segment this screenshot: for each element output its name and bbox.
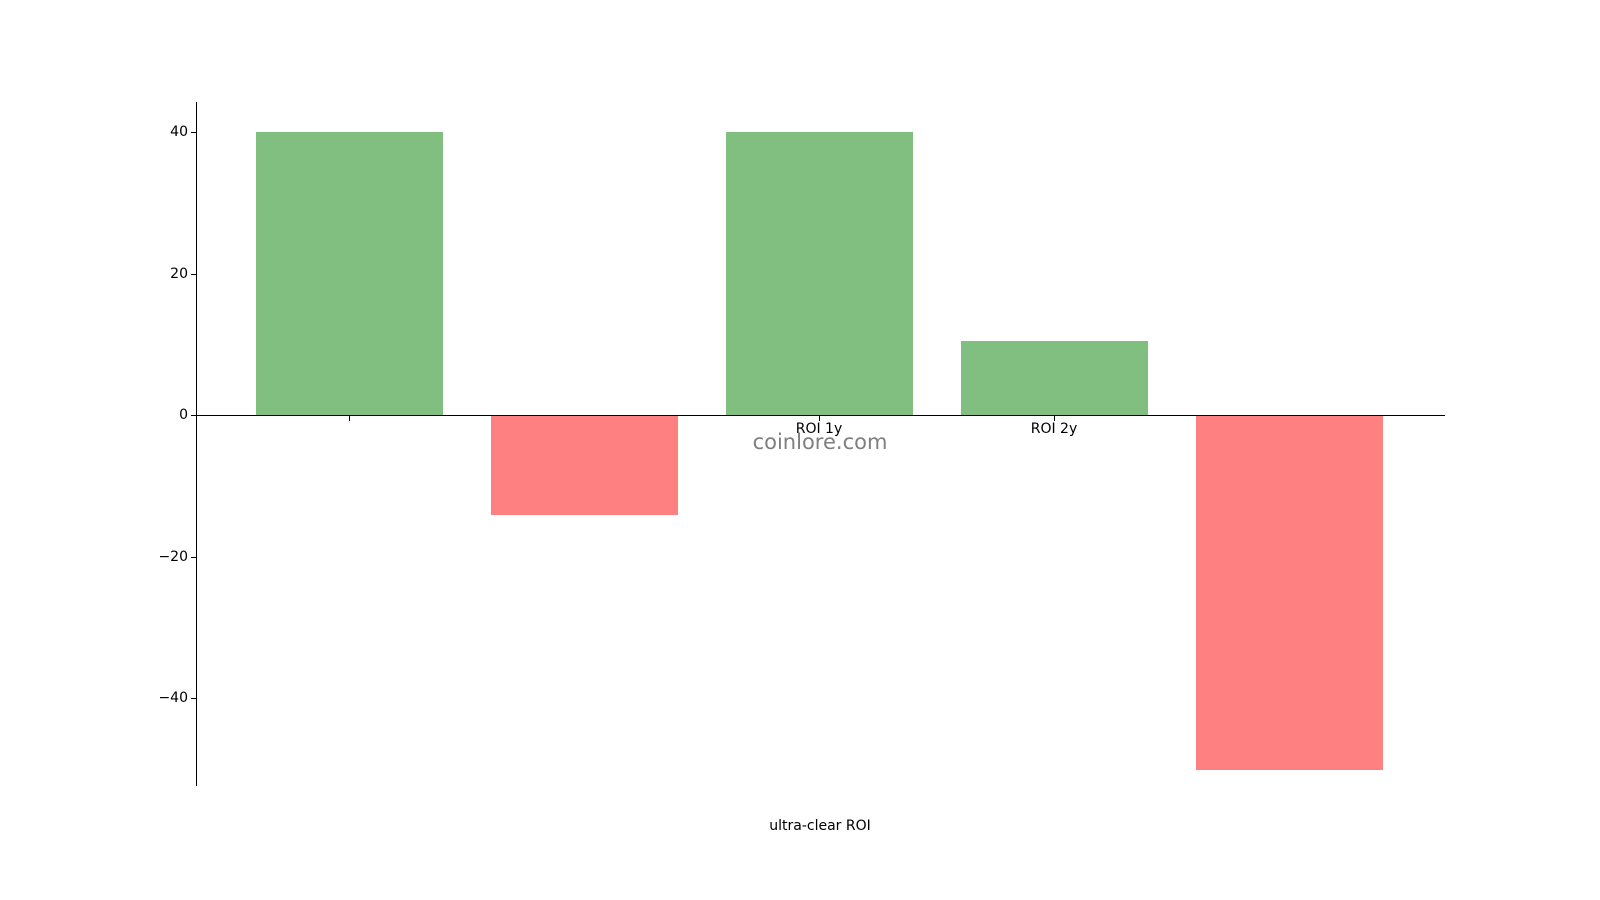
y-tick-mark xyxy=(191,698,196,699)
y-tick-label: 40 xyxy=(170,124,188,140)
y-tick-label: −20 xyxy=(158,549,188,565)
watermark-text: coinlore.com xyxy=(752,430,888,454)
y-tick-mark xyxy=(191,415,196,416)
bar-roi-2y xyxy=(961,341,1148,415)
y-tick-mark xyxy=(191,274,196,275)
bar-series-5 xyxy=(1196,416,1383,770)
y-axis-spine xyxy=(196,102,197,786)
x-tick-label: ROI 2y xyxy=(1030,421,1078,437)
bar-roi-1y xyxy=(726,132,913,415)
x-tick-mark xyxy=(349,416,350,421)
x-tick-mark xyxy=(1054,416,1055,421)
x-tick-label: ROI 1y xyxy=(795,421,843,437)
x-axis-zero-line xyxy=(196,415,1445,416)
y-tick-mark xyxy=(191,557,196,558)
x-tick-mark xyxy=(819,416,820,421)
bar-series-2 xyxy=(491,416,678,515)
y-tick-label: 20 xyxy=(170,266,188,282)
y-tick-label: −40 xyxy=(158,690,188,706)
bar-series-1 xyxy=(256,132,443,415)
y-tick-mark xyxy=(191,132,196,133)
x-axis-title: ultra-clear ROI xyxy=(769,818,871,834)
y-tick-label: 0 xyxy=(179,407,188,423)
